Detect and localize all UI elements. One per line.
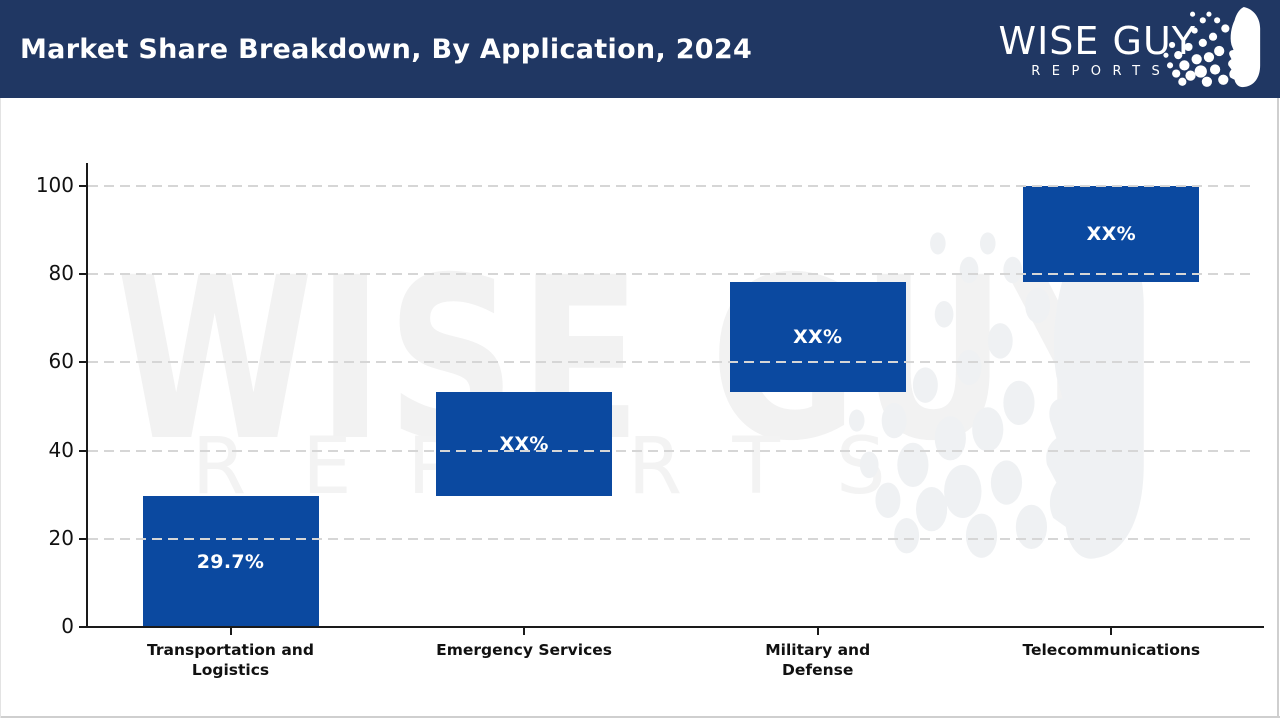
gridline: [88, 537, 1256, 540]
logo-wordmark: WISE GUY: [998, 19, 1196, 63]
gridline: [88, 273, 1256, 276]
x-category-label: Telecommunications: [1022, 641, 1201, 659]
frame-left-line: [0, 98, 1, 718]
y-tick-label: 100: [35, 173, 74, 197]
bar-segment: XX%: [1023, 186, 1200, 283]
x-tick-mark: [1110, 628, 1113, 635]
logo-text: WISE GUY REPORTS: [999, 19, 1196, 79]
x-category-label: Military and Defense: [765, 641, 871, 679]
bar-value-label: XX%: [499, 432, 549, 455]
y-tick-mark: [79, 537, 87, 540]
frame-right-line: [1277, 98, 1279, 718]
header-band: Market Share Breakdown, By Application, …: [0, 0, 1280, 98]
y-axis-line: [86, 163, 88, 628]
y-tick-label: 40: [48, 437, 74, 462]
gridline: [88, 361, 1256, 364]
bar-value-label: XX%: [1086, 223, 1136, 246]
bar-value-label: 29.7%: [196, 550, 265, 573]
frame-bottom-line: [0, 716, 1280, 718]
x-tick-mark: [229, 628, 232, 635]
logo-face-icon: [1163, 7, 1261, 88]
gridline: [88, 449, 1256, 452]
page-title: Market Share Breakdown, By Application, …: [20, 33, 753, 65]
x-axis-line: [86, 626, 1264, 628]
x-tick-mark: [816, 628, 819, 635]
y-tick-mark: [79, 273, 87, 276]
y-tick-mark: [79, 626, 87, 628]
y-tick-mark: [79, 449, 87, 452]
x-category-label: Emergency Services: [436, 641, 613, 659]
bar-value-label: XX%: [793, 326, 843, 349]
y-tick-mark: [79, 185, 87, 187]
watermark-wordmark: WISE GUY: [116, 229, 1143, 490]
gridline: [88, 185, 1256, 187]
y-tick-label: 20: [48, 525, 74, 550]
y-tick-label: 60: [48, 349, 74, 374]
y-tick-label: 0: [61, 614, 74, 638]
y-tick-mark: [79, 361, 87, 364]
logo-subtitle: REPORTS: [1031, 64, 1172, 79]
bar-segment: 29.7%: [142, 496, 319, 627]
x-tick-mark: [523, 628, 526, 635]
y-tick-label: 80: [48, 261, 74, 286]
bar-segment: XX%: [436, 391, 613, 496]
wise-guy-reports-logo: WISE GUY REPORTS: [999, 6, 1270, 92]
bar-segment: XX%: [729, 282, 906, 392]
x-category-label: Transportation and Logistics: [147, 641, 314, 679]
